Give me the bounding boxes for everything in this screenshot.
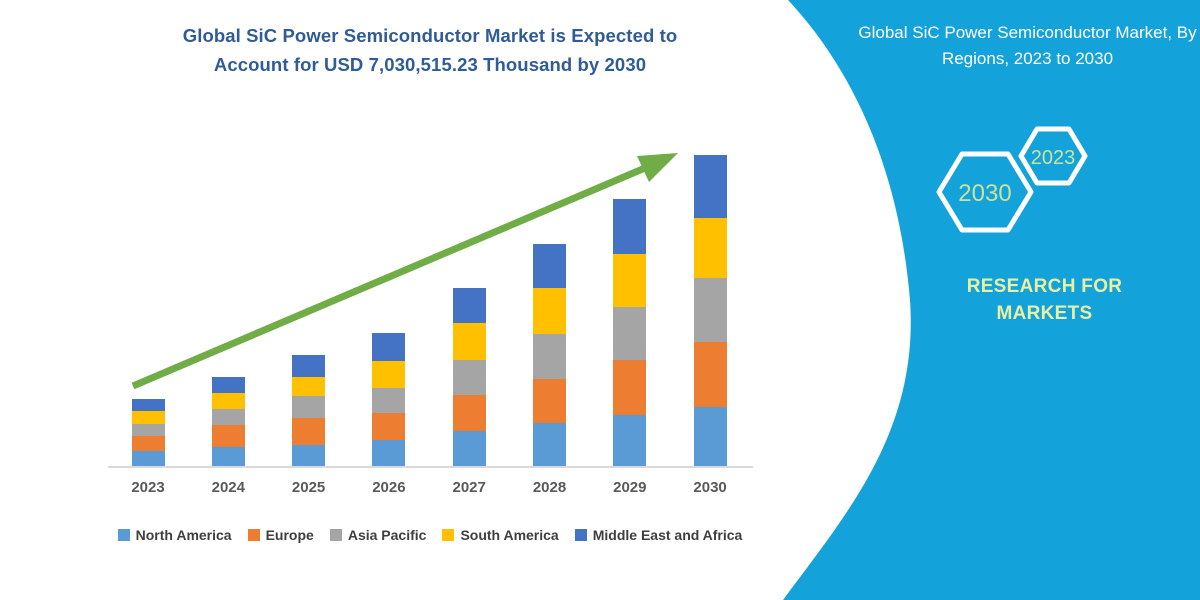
bar-segment — [211, 377, 245, 393]
hexagon-2023: 2023 — [1018, 126, 1088, 186]
bar-segment — [292, 377, 326, 396]
chart-title-line2: Account for USD 7,030,515.23 Thousand by… — [213, 53, 647, 75]
x-axis-label: 2025 — [291, 479, 326, 496]
x-axis-label: 2030 — [693, 479, 727, 496]
chart-title-line1: Global SiC Power Semiconductor Market is… — [182, 25, 678, 46]
bar-segment — [131, 398, 165, 412]
legend-swatch — [117, 529, 130, 541]
bar-segment — [613, 306, 647, 361]
bar-segment — [292, 417, 326, 446]
bar-segment — [452, 288, 486, 324]
legend-label: North America — [135, 527, 232, 543]
bar-segment — [693, 155, 727, 218]
x-axis-label: 2024 — [211, 479, 245, 496]
legend-label: Middle East and Africa — [592, 527, 743, 543]
bar-segment — [292, 445, 326, 466]
legend-label: Europe — [265, 527, 314, 543]
bar-segment — [693, 277, 727, 342]
x-axis-label: 2023 — [131, 479, 165, 496]
bar-segment — [613, 360, 647, 416]
bar-segment — [131, 450, 165, 466]
bar-segment — [211, 424, 245, 447]
bar-segment — [452, 431, 486, 466]
legend-item: Asia Pacific — [329, 527, 427, 543]
bar-segment — [131, 423, 165, 436]
bar-segment — [372, 387, 406, 413]
x-axis-label: 2028 — [532, 479, 567, 496]
bar-segment — [613, 415, 647, 466]
hexagon-2023-label: 2023 — [1031, 147, 1076, 169]
bar-segment — [211, 393, 245, 410]
hexagon-2030-label: 2030 — [958, 180, 1011, 207]
side-panel-shape — [783, 0, 1200, 600]
legend-label: South America — [460, 527, 559, 543]
bar-segment — [131, 435, 165, 451]
bar-segment — [693, 217, 727, 278]
legend-item: Middle East and Africa — [574, 527, 743, 543]
bar-segment — [533, 423, 566, 466]
bar-segment — [613, 254, 647, 307]
side-panel-title: Global SiC Power Semiconductor Market, B… — [858, 23, 1197, 69]
legend-label: Asia Pacific — [347, 527, 427, 543]
bar-segment — [452, 395, 486, 432]
hexagon-2030: 2030 — [936, 151, 1034, 233]
bar-segment — [452, 360, 486, 395]
legend-item: Europe — [247, 527, 314, 543]
bar-segment — [372, 360, 406, 388]
bar-segment — [533, 334, 566, 380]
stacked-bar-chart: 2023 2024 2025 2026 2027 2028 2029 2030 — [131, 155, 727, 496]
bar-segment — [693, 341, 727, 407]
bar-segment — [693, 406, 727, 466]
legend-swatch — [329, 529, 342, 541]
bar-segment — [211, 409, 245, 425]
legend-swatch — [442, 529, 455, 541]
bar-segment — [292, 354, 326, 378]
bar-segment — [533, 379, 566, 424]
bar-segment — [372, 333, 406, 361]
bar-segment — [131, 411, 165, 424]
legend-item: South America — [442, 527, 559, 543]
chart-title: Global SiC Power Semiconductor Market is… — [60, 22, 800, 79]
x-axis-label: 2026 — [372, 479, 406, 496]
bar-segment — [211, 446, 245, 466]
bar-segment — [372, 439, 406, 466]
bar-segment — [613, 199, 647, 255]
bar-segment — [452, 323, 486, 361]
brand-text: RESEARCH FOR MARKETS — [966, 276, 1123, 324]
chart-legend: North America Europe Asia Pacific South Ame… — [60, 527, 800, 543]
x-axis-line — [108, 466, 753, 468]
bar-segment — [533, 287, 566, 335]
legend-item: North America — [117, 527, 232, 543]
legend-swatch — [247, 529, 260, 541]
legend-swatch — [574, 529, 587, 541]
bar-segment — [533, 244, 566, 288]
hexagon-2030-outline — [936, 151, 1034, 233]
hexagon-2023-outline — [1018, 126, 1088, 186]
bar-segment — [372, 412, 406, 440]
x-axis-label: 2029 — [613, 479, 647, 496]
x-axis-label: 2027 — [452, 479, 486, 496]
bar-segment — [292, 395, 326, 418]
